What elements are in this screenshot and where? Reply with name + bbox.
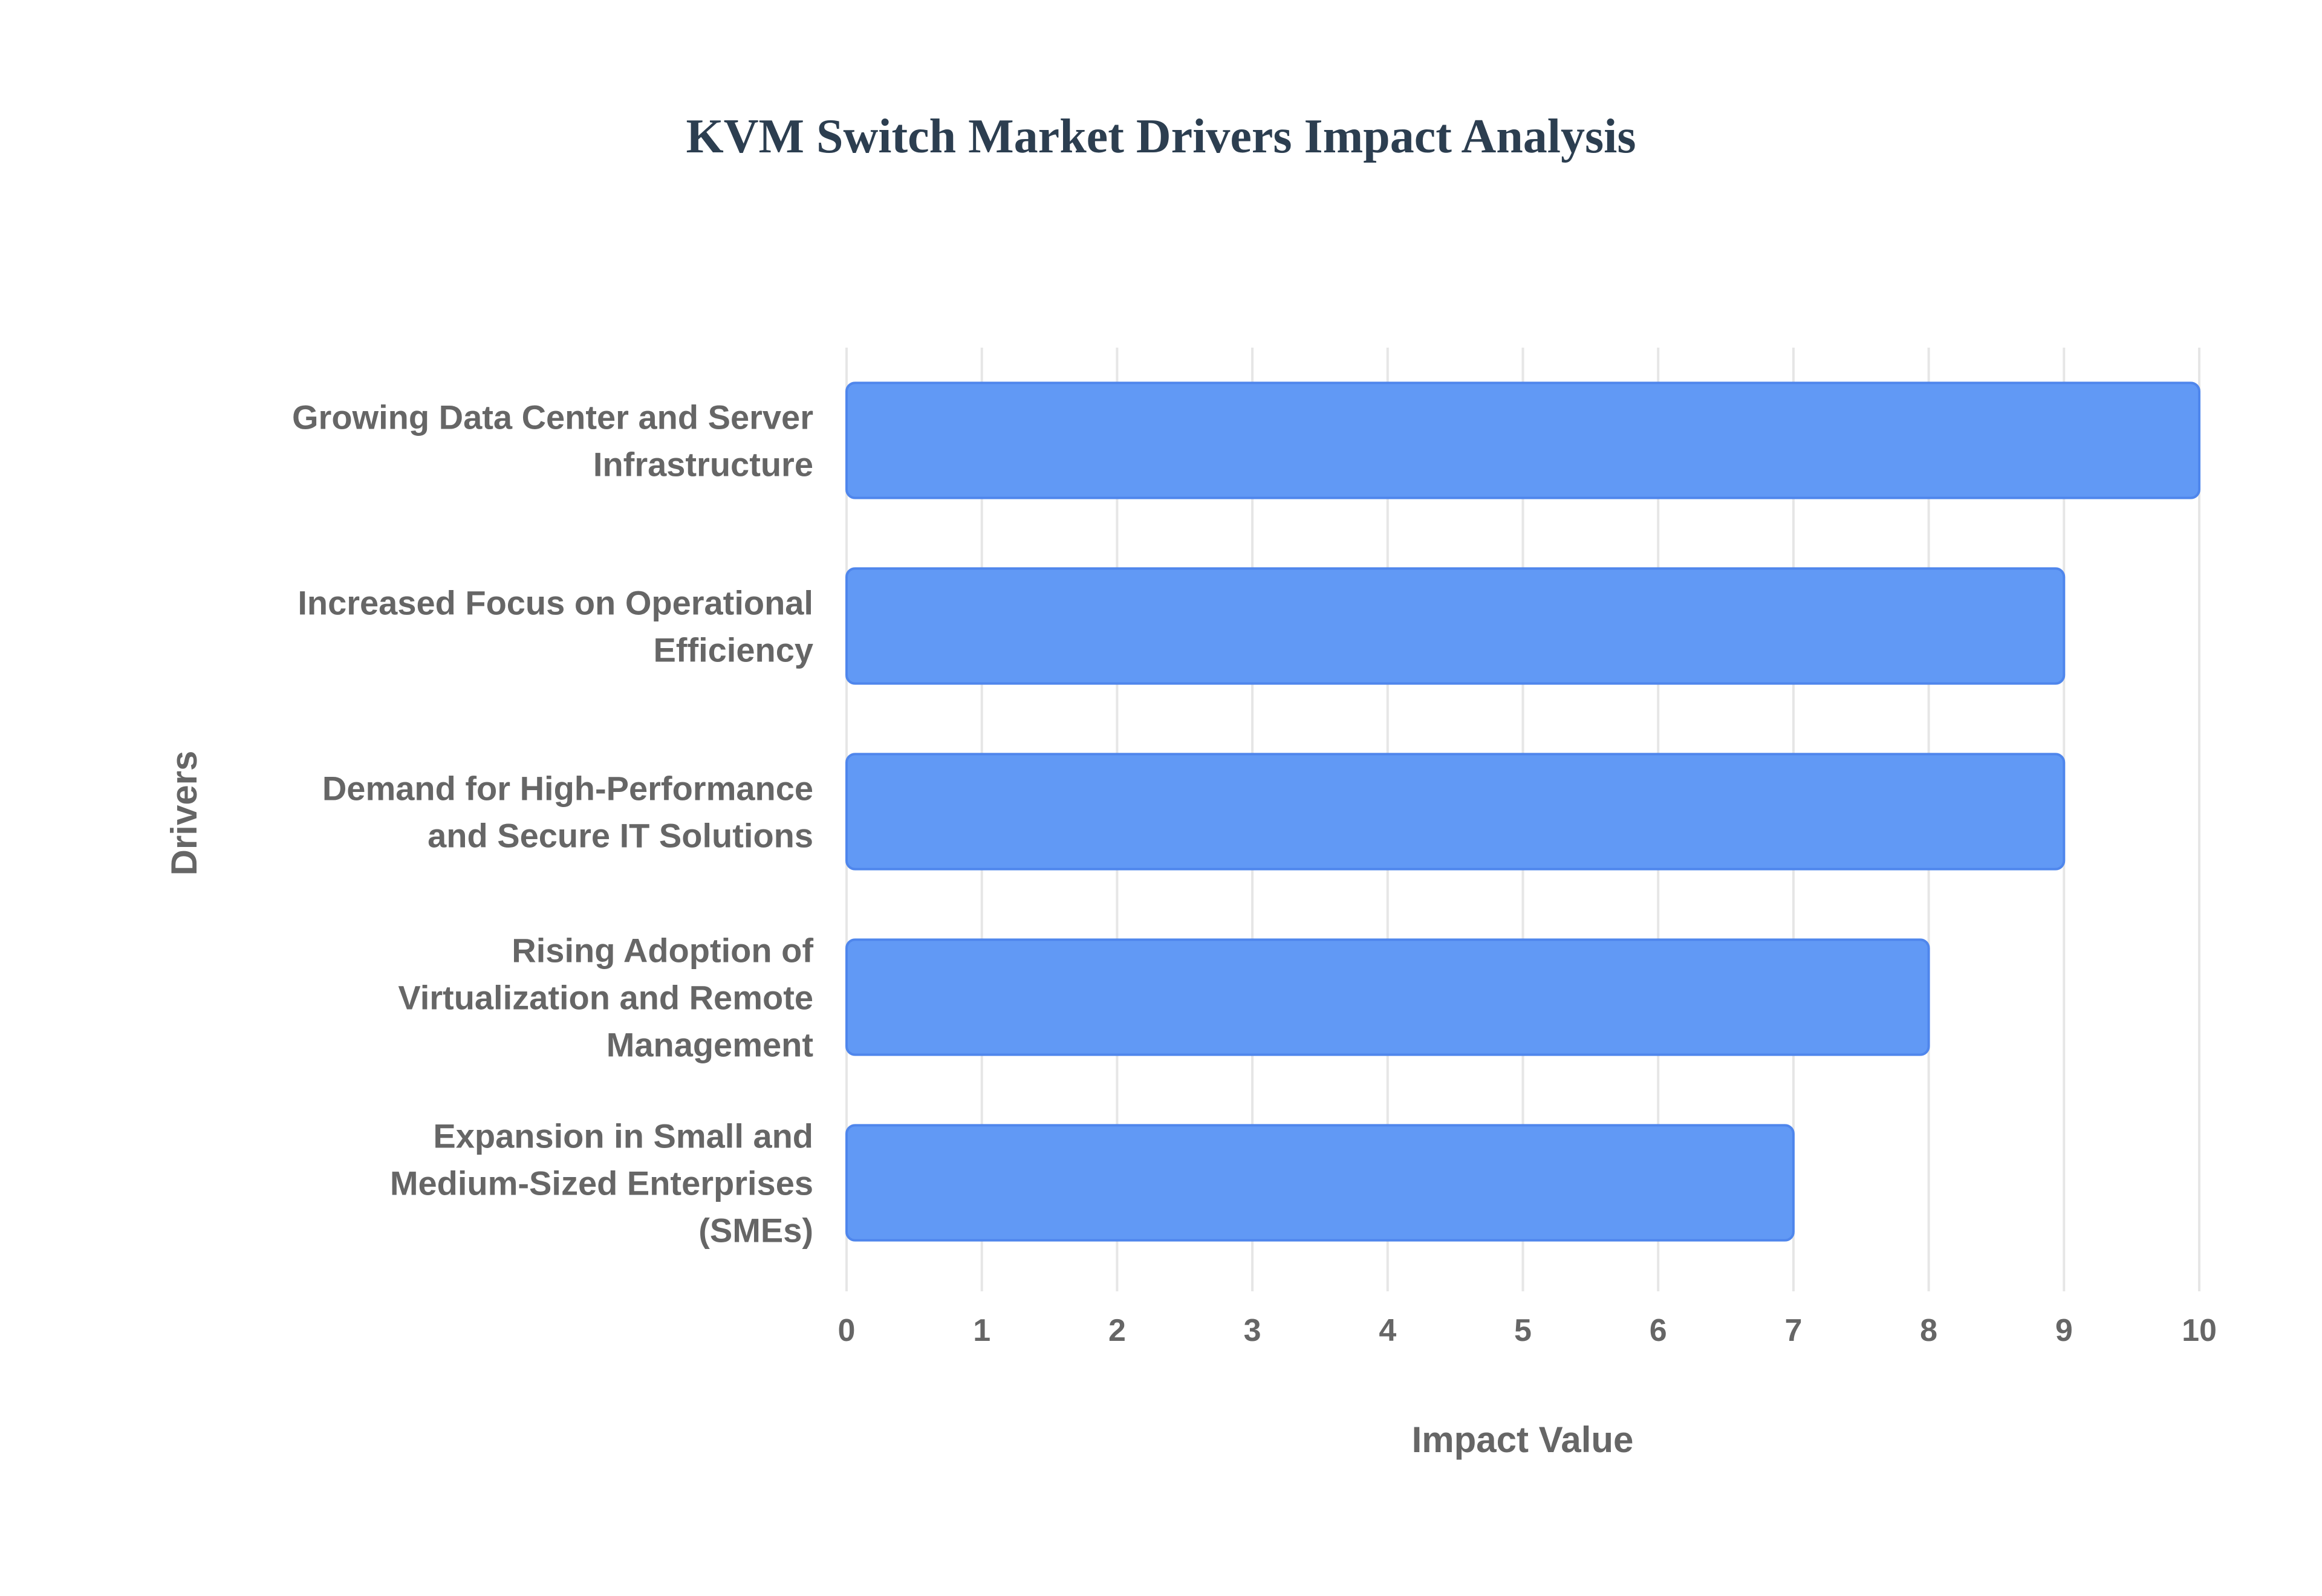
y-axis-title: Drivers (164, 751, 204, 876)
y-category-label-line: Medium-Sized Enterprises (390, 1164, 813, 1202)
y-category-label-line: and Secure IT Solutions (428, 817, 813, 855)
y-category-label-line: Expansion in Small and (433, 1117, 813, 1155)
x-tick-label: 9 (2055, 1313, 2073, 1348)
x-tick-labels: 0 1 2 3 4 5 6 7 8 9 10 (838, 1313, 2217, 1348)
bar (845, 753, 2066, 871)
bar (845, 381, 2200, 499)
x-tick-label: 6 (1650, 1313, 1667, 1348)
y-category-label-line: Management (607, 1026, 813, 1064)
y-category-label-line: Growing Data Center and Server (292, 398, 813, 436)
x-tick-label: 4 (1379, 1313, 1396, 1348)
y-category-label-line: Increased Focus on Operational (298, 584, 813, 622)
bar-layer (845, 381, 2200, 1242)
x-tick-label: 7 (1784, 1313, 1802, 1348)
y-category-label: Growing Data Center and Server Infrastruc… (292, 398, 813, 484)
y-category-label-line: (SMEs) (698, 1212, 813, 1250)
y-category-label: Expansion in Small and Medium-Sized Enter… (390, 1117, 813, 1250)
x-tick-label: 10 (2182, 1313, 2217, 1348)
x-tick-label: 1 (973, 1313, 990, 1348)
y-category-label-line: Virtualization and Remote (398, 979, 813, 1017)
y-category-labels: Growing Data Center and Server Infrastruc… (292, 398, 813, 1250)
x-tick-label: 3 (1244, 1313, 1261, 1348)
y-category-label: Increased Focus on Operational Efficiency (298, 584, 813, 669)
y-category-label: Rising Adoption of Virtualization and Rem… (398, 932, 813, 1064)
bar (845, 567, 2066, 685)
x-tick-label: 5 (1514, 1313, 1532, 1348)
bar (845, 1124, 1795, 1242)
x-tick-label: 8 (1920, 1313, 1937, 1348)
y-category-label-line: Infrastructure (593, 446, 813, 484)
bar (845, 938, 1930, 1056)
y-category-label: Demand for High-Performance and Secure IT… (322, 770, 813, 855)
y-category-label-line: Rising Adoption of (512, 932, 813, 970)
chart-title: KVM Switch Market Drivers Impact Analysi… (686, 110, 1636, 163)
y-category-label-line: Efficiency (653, 631, 813, 669)
x-tick-label: 2 (1108, 1313, 1126, 1348)
x-axis-title: Impact Value (1412, 1419, 1634, 1460)
x-tick-label: 0 (838, 1313, 856, 1348)
y-category-label-line: Demand for High-Performance (322, 770, 813, 808)
